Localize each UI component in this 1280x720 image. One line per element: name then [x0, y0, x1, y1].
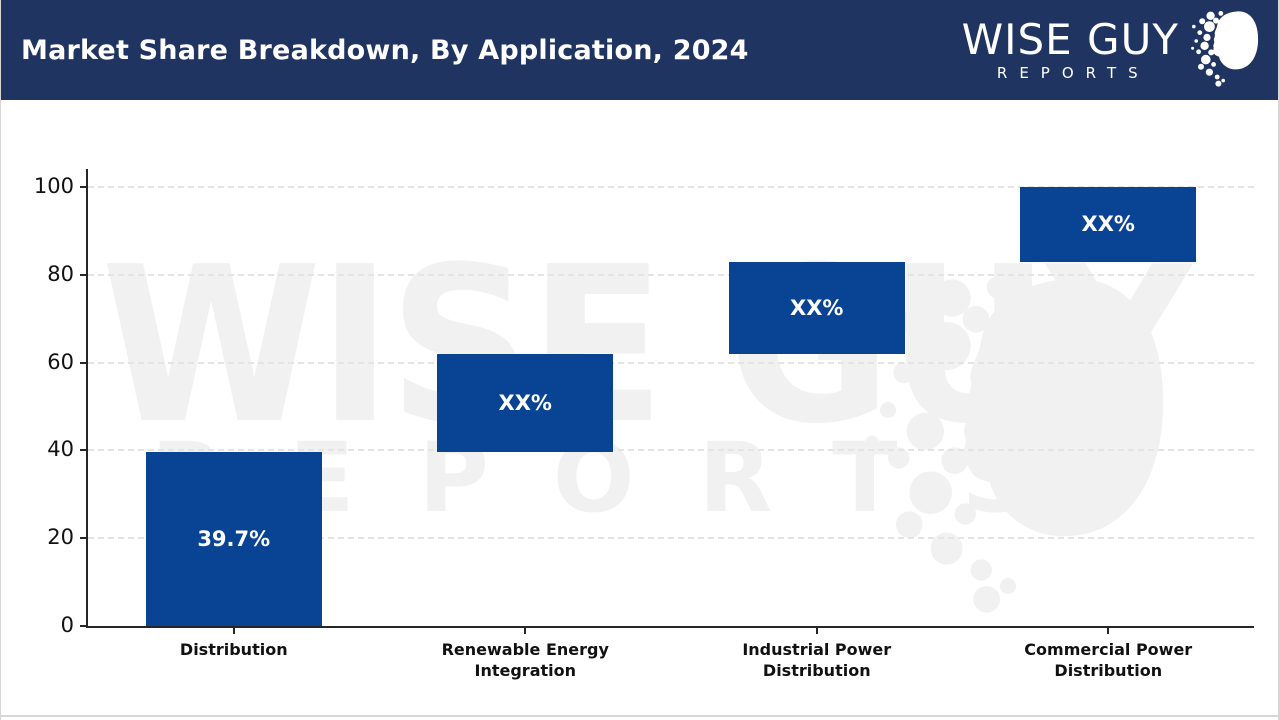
y-tick-label: 20	[47, 525, 74, 550]
bar-renewable-energy-integration: XX%	[437, 353, 614, 452]
x-axis-line	[86, 626, 1254, 628]
bar-distribution: 39.7%	[145, 451, 322, 626]
y-axis-line	[86, 169, 88, 628]
bar-value-label: XX%	[498, 390, 552, 415]
x-category-label: Commercial Power Distribution	[1024, 640, 1193, 680]
x-tick	[232, 626, 235, 634]
y-tick-label: 0	[60, 613, 74, 637]
y-tick-label: 80	[47, 261, 74, 286]
x-category-label: Industrial Power Distribution	[742, 640, 892, 680]
y-tick-60	[80, 361, 88, 364]
x-tick	[524, 626, 527, 634]
y-tick-80	[80, 273, 88, 276]
logo-subtitle: REPORTS	[996, 63, 1150, 82]
bar-commercial-power-distribution: XX%	[1020, 187, 1197, 262]
header-bar: Market Share Breakdown, By Application, …	[1, 0, 1278, 100]
gridline-20	[88, 537, 1254, 540]
x-category-label: Renewable Energy Integration	[441, 640, 609, 680]
dotted-face-profile-icon	[1191, 11, 1259, 87]
gridline-60	[88, 361, 1254, 364]
y-tick-20	[80, 537, 88, 540]
page-title: Market Share Breakdown, By Application, …	[21, 34, 749, 66]
x-category-label: Distribution	[179, 640, 288, 659]
bar-industrial-power-distribution: XX%	[728, 261, 905, 354]
y-tick-100	[80, 186, 88, 188]
wiseguy-logo: WISE GUY REPORTS	[962, 8, 1267, 92]
y-tick-0	[80, 625, 88, 627]
bar-value-label: XX%	[790, 295, 844, 320]
logo-wordmark: WISE GUY	[961, 14, 1179, 64]
y-tick-40	[80, 449, 88, 452]
x-tick	[1107, 626, 1110, 634]
y-tick-label: 100	[33, 174, 74, 198]
gridline-40	[88, 449, 1254, 452]
y-tick-label: 60	[47, 349, 74, 374]
y-tick-label: 40	[47, 437, 74, 462]
gridline-80	[88, 273, 1254, 276]
gridline-100	[88, 186, 1254, 188]
bar-value-label: XX%	[1081, 212, 1135, 237]
x-tick	[815, 626, 818, 634]
bar-value-label: 39.7%	[197, 526, 271, 551]
chart-area: WISE GUY REPORTS 0 20 40 60 80 100 39.7% Distri…	[1, 100, 1278, 717]
